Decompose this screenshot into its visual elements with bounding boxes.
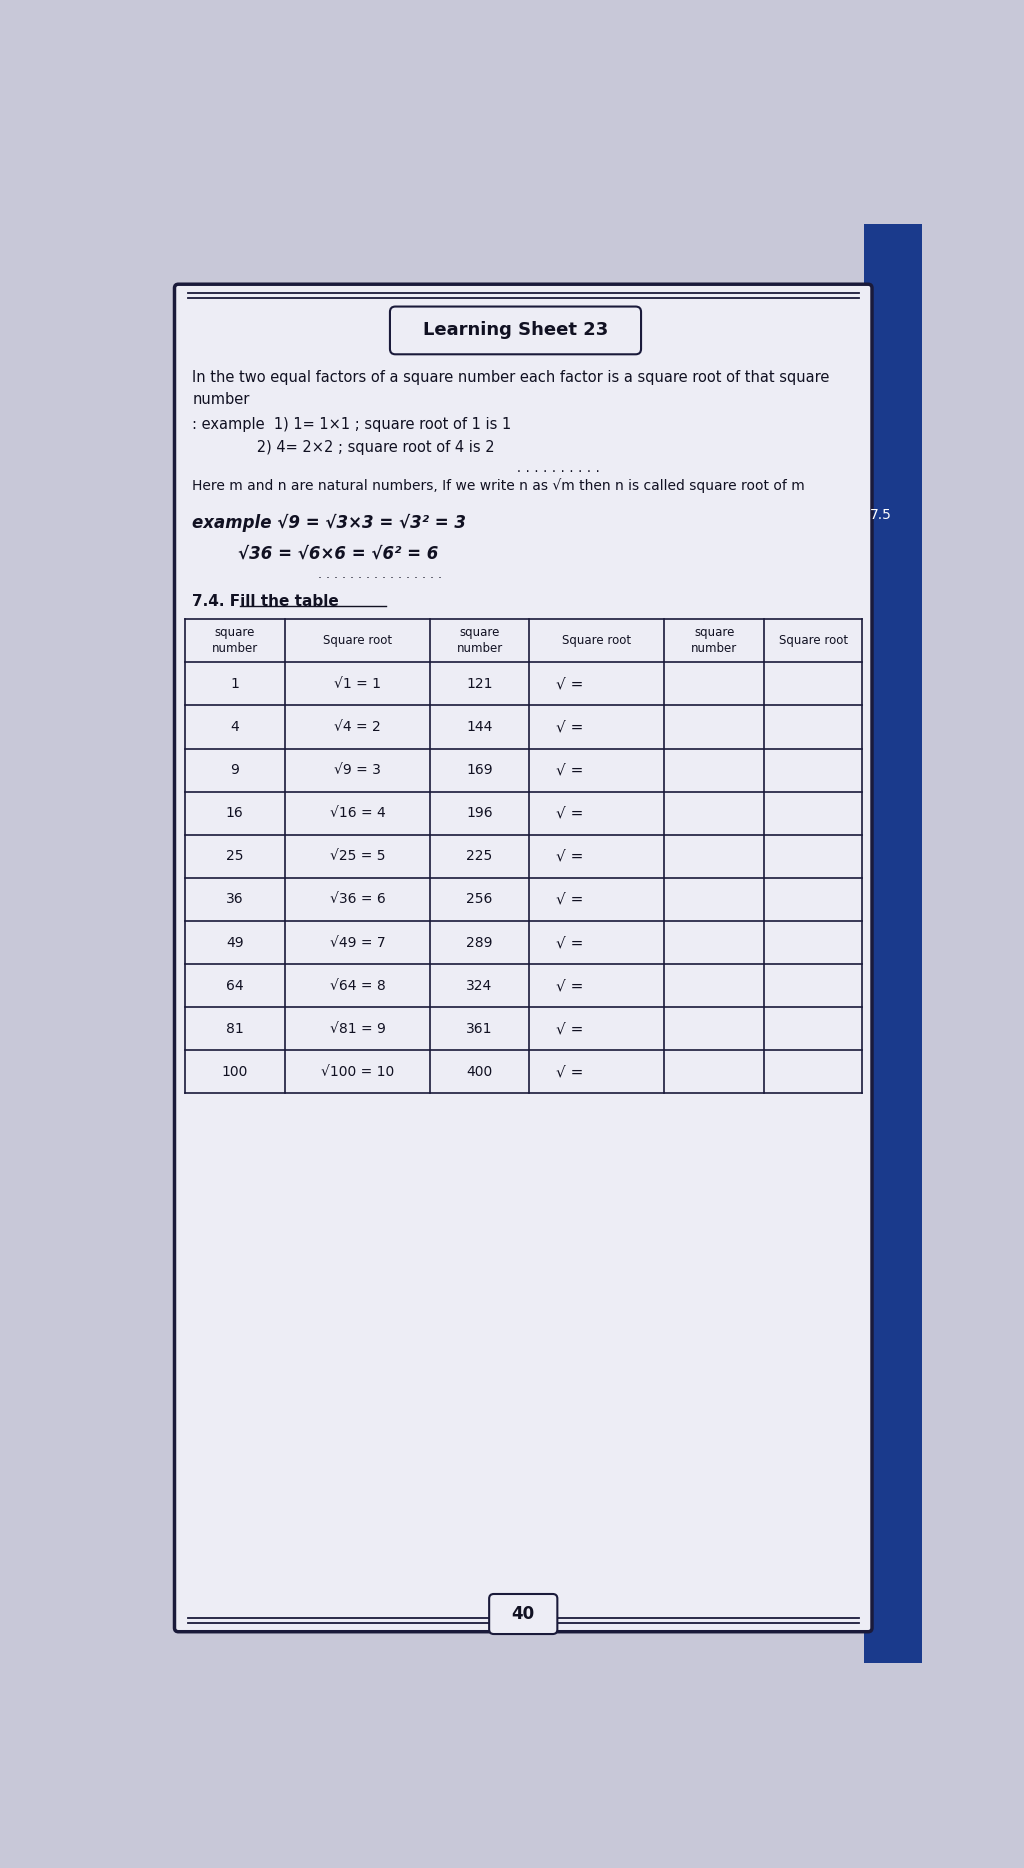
Text: √ =: √ = xyxy=(556,936,583,951)
Text: square
number: square number xyxy=(212,626,258,656)
Text: √ =: √ = xyxy=(556,676,583,691)
Text: Learning Sheet 23: Learning Sheet 23 xyxy=(423,321,608,340)
Text: 144: 144 xyxy=(466,719,493,734)
Text: √ =: √ = xyxy=(556,979,583,994)
Text: example √9 = √3×3 = √3² = 3: example √9 = √3×3 = √3² = 3 xyxy=(193,514,466,532)
Text: . . . . . . . . . . . . . . . .: . . . . . . . . . . . . . . . . xyxy=(317,568,442,581)
Text: √100 = 10: √100 = 10 xyxy=(321,1065,394,1080)
Text: √49 = 7: √49 = 7 xyxy=(330,936,385,949)
Text: square
number: square number xyxy=(691,626,737,656)
Text: In the two equal factors of a square number each factor is a square root of that: In the two equal factors of a square num… xyxy=(193,370,829,385)
Text: 7.5: 7.5 xyxy=(870,508,892,523)
Text: √ =: √ = xyxy=(556,762,583,777)
Text: 7.4. Fill the table: 7.4. Fill the table xyxy=(193,594,339,609)
Text: √ =: √ = xyxy=(556,1022,583,1037)
Text: √16 = 4: √16 = 4 xyxy=(330,807,385,820)
Text: 49: 49 xyxy=(226,936,244,949)
Text: 9: 9 xyxy=(230,764,240,777)
Text: 64: 64 xyxy=(226,979,244,992)
Text: 169: 169 xyxy=(466,764,493,777)
Text: 36: 36 xyxy=(226,893,244,906)
Text: 1: 1 xyxy=(230,676,240,691)
Text: Here m and n are natural numbers, If we write n as √m then n is called square ro: Here m and n are natural numbers, If we … xyxy=(193,478,805,493)
Text: 2) 4= 2×2 ; square root of 4 is 2: 2) 4= 2×2 ; square root of 4 is 2 xyxy=(193,439,495,454)
FancyBboxPatch shape xyxy=(489,1593,557,1634)
Text: √ =: √ = xyxy=(556,805,583,820)
Text: √ =: √ = xyxy=(556,848,583,863)
Text: √4 = 2: √4 = 2 xyxy=(334,719,381,734)
FancyBboxPatch shape xyxy=(390,306,641,355)
Text: : example  1) 1= 1×1 ; square root of 1 is 1: : example 1) 1= 1×1 ; square root of 1 i… xyxy=(193,417,512,432)
Text: square
number: square number xyxy=(457,626,503,656)
Text: Square root: Square root xyxy=(562,635,631,646)
Text: Square root: Square root xyxy=(324,635,392,646)
Text: 40: 40 xyxy=(512,1605,535,1623)
Text: √ =: √ = xyxy=(556,1065,583,1080)
FancyBboxPatch shape xyxy=(174,284,872,1633)
Bar xyxy=(864,224,922,1663)
Text: 361: 361 xyxy=(466,1022,493,1037)
Text: 100: 100 xyxy=(221,1065,248,1080)
Text: 400: 400 xyxy=(467,1065,493,1080)
Text: √81 = 9: √81 = 9 xyxy=(330,1022,386,1037)
Text: 196: 196 xyxy=(466,807,493,820)
Text: 16: 16 xyxy=(226,807,244,820)
Text: 81: 81 xyxy=(226,1022,244,1037)
Text: 4: 4 xyxy=(230,719,239,734)
Text: 121: 121 xyxy=(466,676,493,691)
Text: √9 = 3: √9 = 3 xyxy=(334,764,381,777)
Text: 256: 256 xyxy=(466,893,493,906)
Text: number: number xyxy=(193,392,250,407)
Text: √25 = 5: √25 = 5 xyxy=(330,850,385,863)
Text: Square root: Square root xyxy=(778,635,848,646)
Text: 324: 324 xyxy=(467,979,493,992)
Text: √ =: √ = xyxy=(556,719,583,734)
Text: √36 = 6: √36 = 6 xyxy=(330,893,385,906)
Text: 289: 289 xyxy=(466,936,493,949)
Text: √1 = 1: √1 = 1 xyxy=(334,676,381,691)
Text: √64 = 8: √64 = 8 xyxy=(330,979,385,992)
Text: 25: 25 xyxy=(226,850,244,863)
Text: . . . . . . . . . .: . . . . . . . . . . xyxy=(473,461,600,474)
Text: √36 = √6×6 = √6² = 6: √36 = √6×6 = √6² = 6 xyxy=(193,544,438,562)
Text: √ =: √ = xyxy=(556,891,583,908)
Text: 225: 225 xyxy=(467,850,493,863)
